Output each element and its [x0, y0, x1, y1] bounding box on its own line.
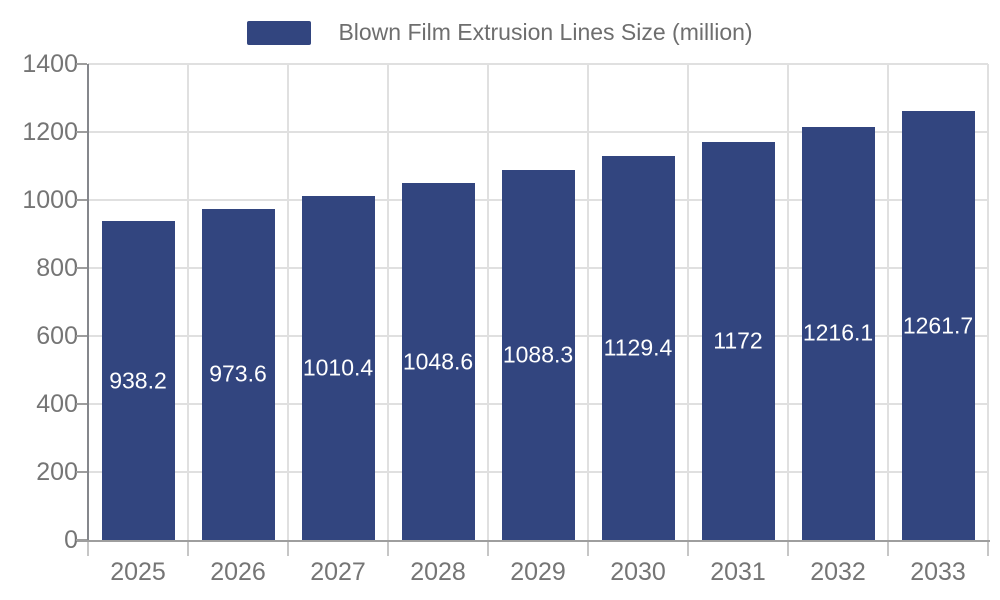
x-axis-tick: [887, 542, 889, 556]
bar: 1048.6: [401, 183, 475, 540]
x-axis-tick: [987, 542, 989, 556]
bar: 973.6: [201, 208, 275, 540]
y-axis-label: 1200: [22, 118, 78, 146]
bar: 938.2: [101, 221, 175, 540]
chart-legend[interactable]: Blown Film Extrusion Lines Size (million…: [0, 19, 1000, 46]
x-axis-label: 2029: [510, 558, 566, 586]
bar-value-label: 1010.4: [302, 354, 374, 381]
y-axis-label: 200: [36, 458, 78, 486]
y-axis-label: 1400: [22, 50, 78, 78]
bar-value-label: 973.6: [209, 360, 267, 387]
x-axis-tick: [587, 542, 589, 556]
x-axis-tick: [287, 542, 289, 556]
x-axis-line: [76, 540, 990, 542]
gridline-vertical: [487, 64, 489, 540]
y-axis-label: 0: [64, 526, 78, 554]
y-axis-tick: [76, 199, 87, 201]
gridline-vertical: [387, 64, 389, 540]
legend-swatch: [247, 20, 312, 45]
y-axis-label: 1000: [22, 186, 78, 214]
gridline-vertical: [587, 64, 589, 540]
gridline-vertical: [787, 64, 789, 540]
y-axis-tick: [76, 267, 87, 269]
gridline-vertical: [287, 64, 289, 540]
x-axis-tick: [787, 542, 789, 556]
y-axis-tick: [76, 335, 87, 337]
y-axis-tick: [76, 403, 87, 405]
x-axis-label: 2027: [310, 558, 366, 586]
bar: 1172: [701, 141, 775, 540]
x-axis-label: 2032: [810, 558, 866, 586]
gridline-vertical: [687, 64, 689, 540]
gridline-horizontal: [88, 63, 988, 65]
y-axis-tick: [76, 539, 87, 541]
x-axis-tick: [687, 542, 689, 556]
x-axis-label: 2030: [610, 558, 666, 586]
y-axis-tick: [76, 471, 87, 473]
y-axis-tick: [76, 131, 87, 133]
gridline-vertical: [887, 64, 889, 540]
bar-value-label: 1088.3: [502, 341, 574, 368]
bar-value-label: 1129.4: [603, 334, 673, 361]
x-axis-label: 2025: [110, 558, 166, 586]
bar-value-label: 1048.6: [402, 348, 474, 375]
bar: 1010.4: [301, 196, 375, 540]
plot-area: 938.2 973.6 1010.4 1048.6 1088.3 1129.4 1172 12…: [88, 63, 989, 540]
x-axis-label: 2033: [910, 558, 966, 586]
bar-value-label: 1172: [713, 327, 763, 354]
gridline-vertical: [987, 64, 989, 540]
x-axis-tick: [387, 542, 389, 556]
y-axis-line: [87, 64, 89, 542]
y-axis-tick: [76, 63, 87, 65]
x-axis-label: 2026: [210, 558, 266, 586]
x-axis-tick: [87, 542, 89, 556]
y-axis-label: 600: [36, 322, 78, 350]
x-axis-tick: [487, 542, 489, 556]
x-axis-tick: [187, 542, 189, 556]
y-axis-label: 800: [36, 254, 78, 282]
bar-value-label: 1216.1: [802, 319, 874, 346]
legend-label: Blown Film Extrusion Lines Size (million…: [338, 19, 753, 45]
bar: 1088.3: [501, 169, 575, 540]
bar: 1129.4: [601, 156, 675, 540]
gridline-vertical: [187, 64, 189, 540]
bar: 1261.7: [901, 111, 975, 540]
x-axis-label: 2031: [710, 558, 766, 586]
gridline-horizontal: [88, 131, 988, 133]
bar-value-label: 938.2: [109, 367, 167, 393]
y-axis-label: 400: [36, 390, 78, 418]
bar: 1216.1: [801, 126, 875, 540]
bar-value-label: 1261.7: [902, 312, 974, 339]
x-axis-label: 2028: [410, 558, 466, 586]
